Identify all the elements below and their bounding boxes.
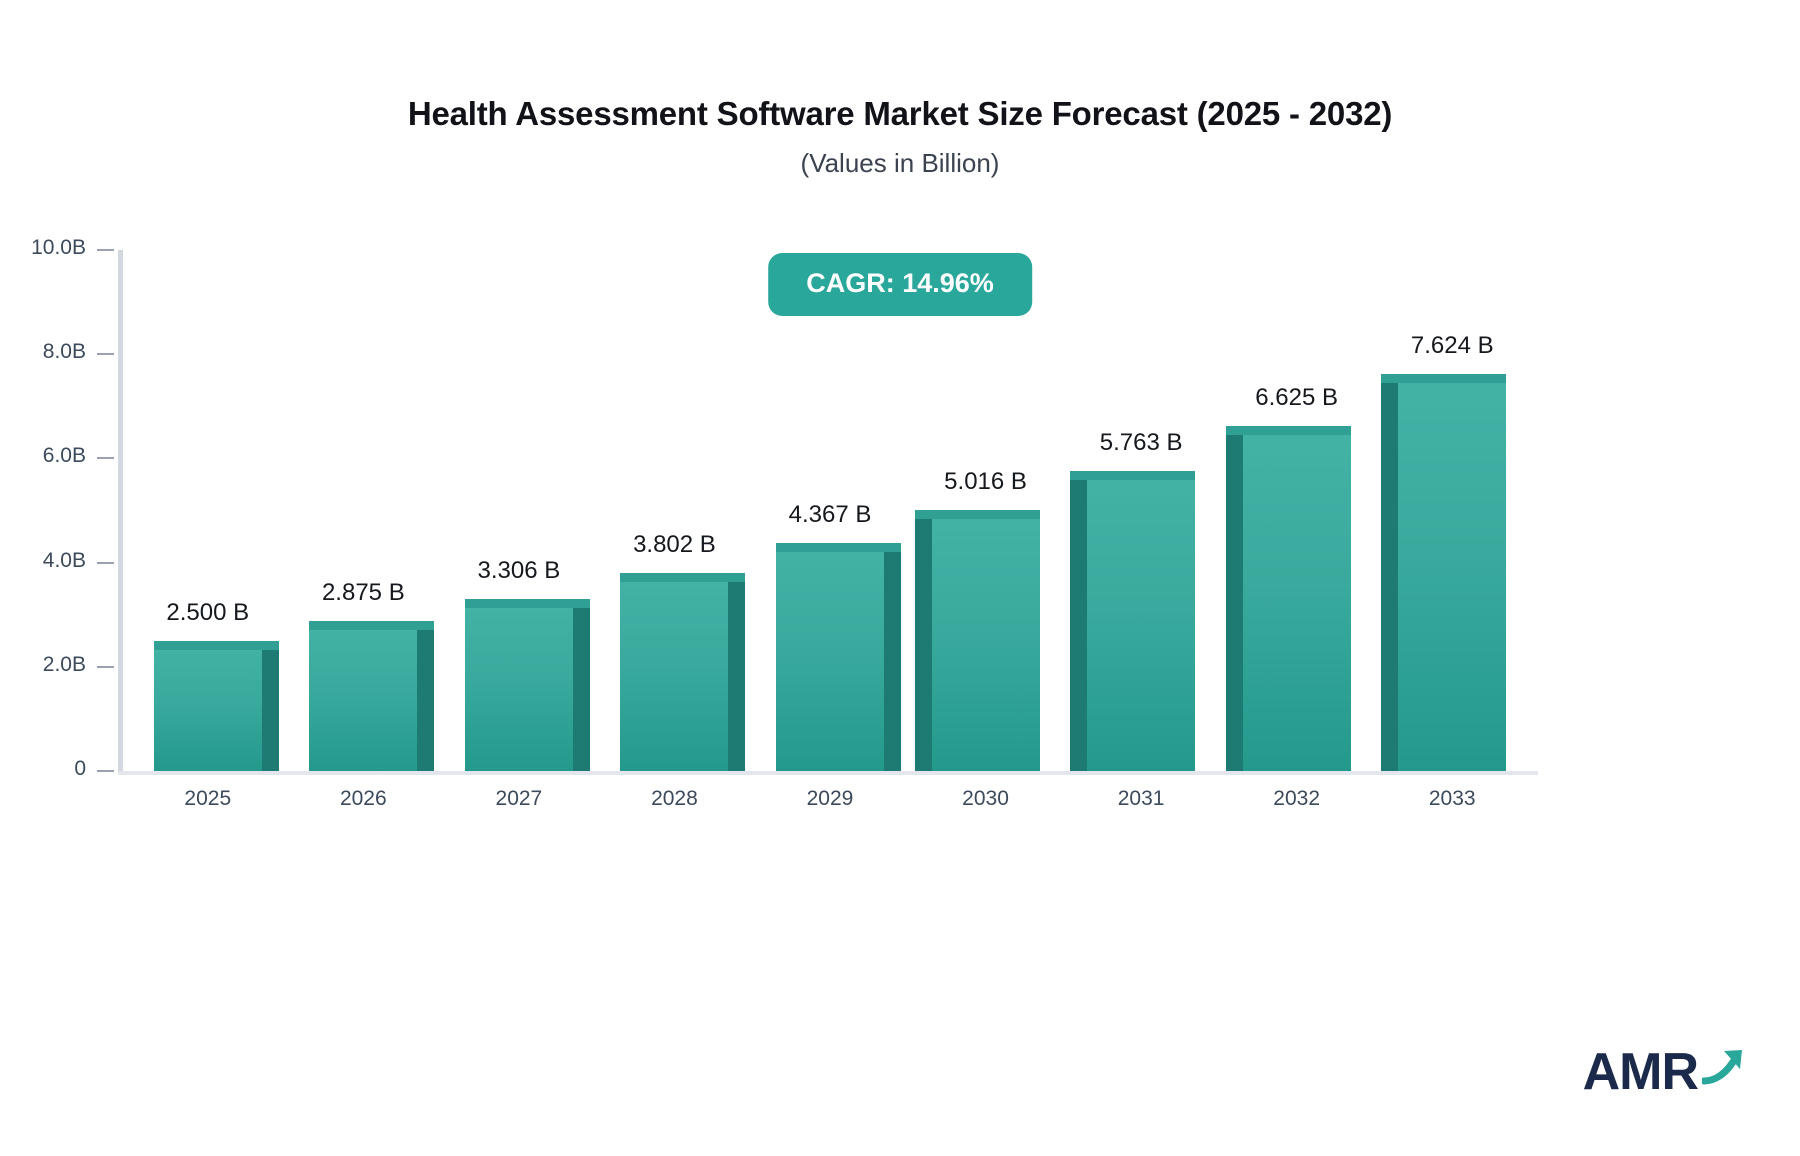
bar-side-shadow <box>914 518 932 771</box>
y-axis-tick-mark <box>97 770 114 772</box>
bar-side-shadow <box>1070 479 1088 771</box>
bar-value-label: 3.802 B <box>633 530 716 558</box>
bar[interactable]: 7.624 B <box>1381 332 1507 771</box>
y-axis-tick-mark <box>97 561 114 564</box>
bar[interactable]: 6.625 B <box>1225 384 1351 771</box>
bar-top-face <box>1070 470 1196 480</box>
bar-value-label: 3.306 B <box>477 556 561 584</box>
arrow-up-right-icon <box>1700 1047 1748 1092</box>
x-axis-tick-label: 2029 <box>806 787 854 810</box>
bar-top-face <box>914 509 1040 519</box>
cagr-badge: CAGR: 14.96% <box>768 253 1032 316</box>
bar-side-shadow <box>1381 382 1399 771</box>
bar-value-label: 6.625 B <box>1255 383 1339 411</box>
bar[interactable]: 3.802 B <box>620 531 746 771</box>
bar[interactable]: 5.763 B <box>1070 429 1196 771</box>
plot-area: 0 2.0B 4.0B 6.0B 8.0B 10.0B 2.500 B 2.875 B 3.3… <box>31 236 1538 810</box>
y-axis-tick-mark <box>97 457 114 460</box>
bar-top-face <box>620 572 746 582</box>
y-axis-tick-label: 0 <box>74 757 86 780</box>
x-axis-line <box>118 771 1538 775</box>
y-axis-tick-label: 8.0B <box>42 340 86 364</box>
x-axis-tick-label: 2030 <box>962 787 1009 810</box>
bar-face <box>464 598 573 771</box>
bar-top-face <box>464 598 590 608</box>
bar[interactable]: 2.500 B <box>153 599 279 771</box>
y-axis-tick-label: 10.0B <box>31 236 86 259</box>
y-axis-tick-label: 4.0B <box>42 548 86 572</box>
bar-value-label: 2.875 B <box>321 579 405 607</box>
bar-face <box>1242 425 1351 771</box>
bar-value-label: 5.763 B <box>1099 428 1183 456</box>
y-axis-tick-label: 6.0B <box>42 444 86 468</box>
bar-side-shadow <box>417 630 435 771</box>
bar-top-face <box>1225 425 1351 435</box>
bar-side-shadow <box>572 607 590 771</box>
bar[interactable]: 2.875 B <box>309 579 435 771</box>
bar-side-shadow <box>1225 434 1243 771</box>
bar-side-shadow <box>728 581 746 771</box>
bar-value-label: 7.624 B <box>1410 331 1494 359</box>
bar-top-face <box>309 621 435 631</box>
bar-face <box>776 543 884 771</box>
x-axis-tick-label: 2025 <box>184 787 232 810</box>
bar[interactable]: 5.016 B <box>914 468 1040 771</box>
bar[interactable]: 4.367 B <box>776 501 901 771</box>
y-axis-tick-mark <box>97 665 114 668</box>
bar-side-shadow <box>884 552 901 771</box>
y-axis-tick-mark <box>97 249 114 251</box>
x-axis-tick-label: 2031 <box>1117 787 1165 810</box>
bar-top-face <box>1381 373 1507 383</box>
bar-value-label: 4.367 B <box>788 501 872 529</box>
bar-top-face <box>776 543 901 553</box>
bar-face <box>1398 373 1507 771</box>
bar-face <box>931 509 1040 771</box>
bar-face <box>309 621 418 771</box>
x-axis-tick-label: 2028 <box>651 787 698 810</box>
bar-side-shadow <box>261 649 279 771</box>
bar-face <box>620 572 729 771</box>
logo-wordmark: AMR <box>1582 1043 1699 1101</box>
y-axis-tick-label: 2.0B <box>42 652 86 676</box>
x-axis-tick-label: 2033 <box>1428 787 1476 810</box>
page-title: Health Assessment Software Market Size F… <box>407 95 1393 132</box>
y-axis-line <box>118 250 123 775</box>
bar-value-label: 2.500 B <box>166 598 250 626</box>
bar-value-label: 5.016 B <box>944 467 1027 495</box>
bar-face <box>153 640 262 771</box>
amr-logo: AMR <box>1583 1046 1748 1098</box>
x-axis-tick-label: 2026 <box>339 787 387 810</box>
chart-subtitle: (Values in Billion) <box>800 148 1000 178</box>
x-axis-tick-label: 2027 <box>495 787 543 810</box>
y-axis-tick-mark <box>97 353 114 356</box>
bar-top-face <box>153 640 279 650</box>
bar-face <box>1087 470 1196 771</box>
x-axis-tick-label: 2032 <box>1273 787 1320 810</box>
bar[interactable]: 3.306 B <box>464 557 590 771</box>
